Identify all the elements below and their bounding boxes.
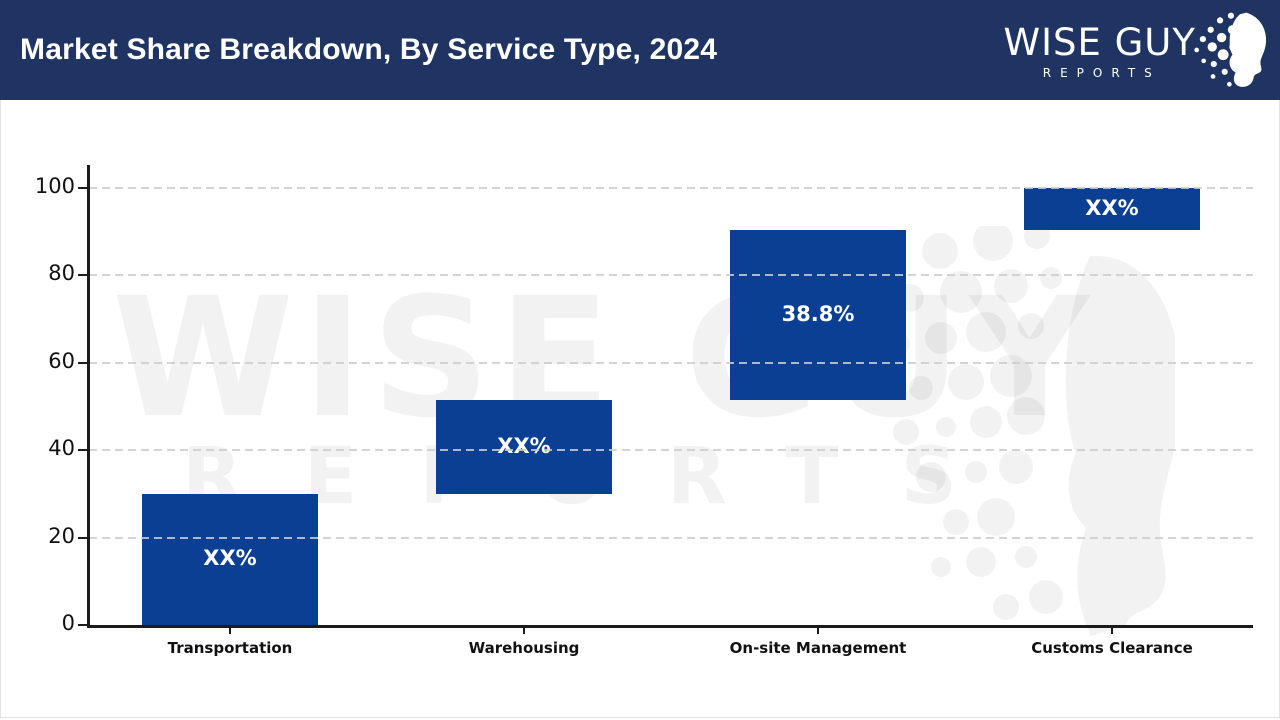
bar-value-label: XX% — [203, 546, 257, 571]
y-axis-tick — [78, 449, 87, 451]
bar-value-label: 38.8% — [781, 302, 855, 327]
y-axis-line — [87, 165, 90, 628]
y-axis-tick-label: 80 — [48, 261, 75, 285]
x-axis-line — [87, 625, 1253, 628]
watermark-face-icon — [890, 226, 1175, 636]
bar-transportation: XX% — [142, 493, 318, 625]
bar-on-site-management: 38.8% — [730, 230, 906, 401]
wiseguy-logo: WISE GUY REPORTS — [1004, 0, 1266, 100]
x-axis-category-label: On-site Management — [729, 639, 907, 657]
gridline — [89, 186, 1253, 189]
logo-text: WISE GUY REPORTS — [1004, 21, 1196, 80]
y-axis-tick — [78, 624, 87, 626]
chart-title: Market Share Breakdown, By Service Type,… — [20, 33, 718, 66]
logo-face-icon — [1194, 12, 1266, 87]
x-axis-tick — [229, 628, 231, 634]
logo-subtext: REPORTS — [1042, 65, 1161, 80]
bar-value-label: XX% — [1085, 195, 1139, 220]
gridline — [89, 536, 1253, 539]
y-axis-tick-label: 60 — [48, 348, 75, 373]
watermark-subtext: REPORTS — [182, 432, 1019, 522]
y-axis-tick-label: 100 — [34, 173, 75, 198]
x-axis-tick — [817, 628, 819, 634]
gridline — [89, 449, 1253, 451]
y-axis-tick-label: 20 — [48, 523, 75, 548]
gridline — [89, 361, 1253, 364]
bar-value-label: XX% — [497, 433, 551, 458]
gridline — [89, 274, 1253, 276]
bar-customs-clearance: XX% — [1024, 187, 1200, 231]
bar-warehousing: XX% — [436, 400, 612, 494]
y-axis-tick — [78, 361, 87, 364]
watermark-wordmark: WISE GUY — [112, 262, 1098, 454]
y-axis-tick — [78, 186, 87, 189]
x-axis-category-label: Transportation — [167, 639, 293, 657]
x-axis-tick — [1111, 628, 1113, 634]
x-axis-category-label: Customs Clearance — [1031, 639, 1193, 657]
y-axis-tick-label: 40 — [48, 436, 75, 460]
y-axis-tick-label: 0 — [61, 611, 75, 635]
x-axis-tick — [523, 628, 525, 634]
y-axis-tick — [78, 536, 87, 539]
figure-border — [0, 100, 1280, 718]
logo-wordmark: WISE GUY — [1003, 20, 1196, 64]
header-bar: Market Share Breakdown, By Service Type,… — [0, 0, 1280, 100]
y-axis-tick — [78, 274, 87, 276]
x-axis-category-label: Warehousing — [468, 639, 580, 657]
